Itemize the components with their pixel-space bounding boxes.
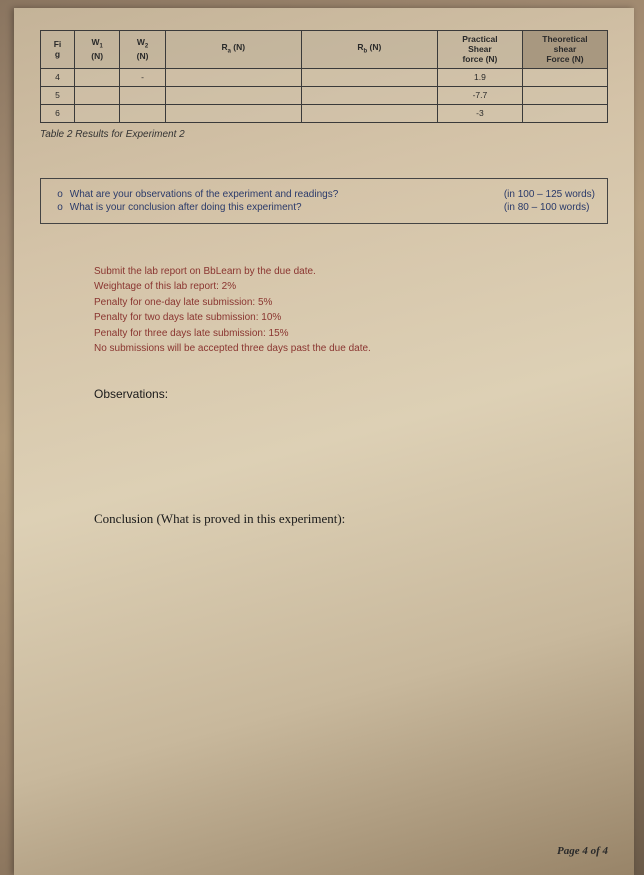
cell bbox=[165, 68, 301, 86]
cell bbox=[522, 104, 607, 122]
bullet-icon: o bbox=[53, 189, 67, 200]
cell bbox=[522, 86, 607, 104]
cell: 6 bbox=[41, 104, 75, 122]
col-fi: Fig bbox=[41, 31, 75, 69]
questions-left: o What are your observations of the expe… bbox=[53, 187, 484, 215]
cell bbox=[301, 86, 437, 104]
questions-right: (in 100 – 125 words) (in 80 – 100 words) bbox=[504, 187, 595, 215]
table-row: 5 -7.7 bbox=[41, 86, 608, 104]
cell bbox=[301, 104, 437, 122]
table-caption: Table 2 Results for Experiment 2 bbox=[40, 129, 608, 140]
col-practical: PracticalShearforce (N) bbox=[437, 31, 522, 69]
document-page: Fig W1(N) W2(N) Ra (N) Rb (N) PracticalS… bbox=[14, 8, 634, 875]
bullet-icon: o bbox=[53, 202, 67, 213]
submission-info: Submit the lab report on BbLearn by the … bbox=[94, 264, 608, 357]
col-ra: Ra (N) bbox=[165, 31, 301, 69]
page-footer: Page 4 of 4 bbox=[557, 845, 608, 857]
question-row: o What are your observations of the expe… bbox=[53, 189, 484, 200]
submission-line: No submissions will be accepted three da… bbox=[94, 341, 608, 357]
question-text: What is your conclusion after doing this… bbox=[70, 202, 302, 213]
col-rb: Rb (N) bbox=[301, 31, 437, 69]
submission-line: Penalty for two days late submission: 10… bbox=[94, 310, 608, 326]
questions-box: o What are your observations of the expe… bbox=[40, 178, 608, 224]
question-text: What are your observations of the experi… bbox=[70, 189, 339, 200]
col-theoretical: TheoreticalshearForce (N) bbox=[522, 31, 607, 69]
observations-heading: Observations: bbox=[94, 387, 608, 401]
cell bbox=[165, 104, 301, 122]
cell: 4 bbox=[41, 68, 75, 86]
submission-line: Penalty for three days late submission: … bbox=[94, 326, 608, 342]
cell bbox=[522, 68, 607, 86]
cell: -7.7 bbox=[437, 86, 522, 104]
cell: - bbox=[120, 68, 165, 86]
question-row: o What is your conclusion after doing th… bbox=[53, 202, 484, 213]
submission-line: Weightage of this lab report: 2% bbox=[94, 279, 608, 295]
cell: 5 bbox=[41, 86, 75, 104]
cell bbox=[75, 68, 120, 86]
cell: -3 bbox=[437, 104, 522, 122]
cell bbox=[120, 104, 165, 122]
cell bbox=[301, 68, 437, 86]
word-count: (in 100 – 125 words) bbox=[504, 189, 595, 200]
table-header-row: Fig W1(N) W2(N) Ra (N) Rb (N) PracticalS… bbox=[41, 31, 608, 69]
cell bbox=[120, 86, 165, 104]
submission-line: Submit the lab report on BbLearn by the … bbox=[94, 264, 608, 280]
table-row: 4 - 1.9 bbox=[41, 68, 608, 86]
cell bbox=[165, 86, 301, 104]
word-count: (in 80 – 100 words) bbox=[504, 202, 595, 213]
conclusion-heading: Conclusion (What is proved in this exper… bbox=[94, 511, 608, 527]
cell bbox=[75, 86, 120, 104]
submission-line: Penalty for one-day late submission: 5% bbox=[94, 295, 608, 311]
table-row: 6 -3 bbox=[41, 104, 608, 122]
results-table: Fig W1(N) W2(N) Ra (N) Rb (N) PracticalS… bbox=[40, 30, 608, 123]
col-w1: W1(N) bbox=[75, 31, 120, 69]
cell bbox=[75, 104, 120, 122]
cell: 1.9 bbox=[437, 68, 522, 86]
col-w2: W2(N) bbox=[120, 31, 165, 69]
